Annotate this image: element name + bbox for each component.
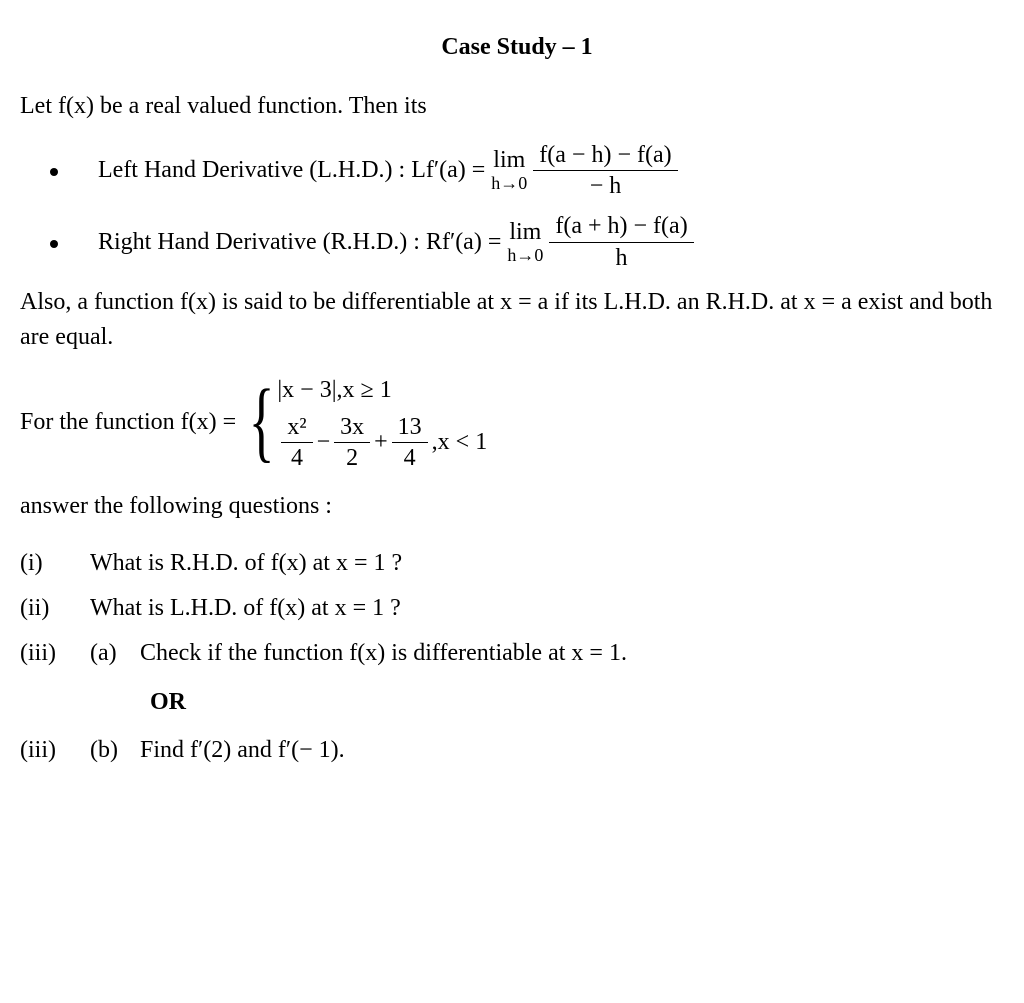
answer-label: answer the following questions : [20,489,1014,524]
rhd-lim-top: lim [507,220,543,244]
q3b-sub: (b) [90,733,140,768]
piece2-term2: 3x 2 [334,414,370,472]
q3b-number: (iii) [20,733,90,768]
case-study-title: Case Study – 1 [20,30,1014,65]
p2t1-num: x² [281,414,312,443]
p2t1-den: 4 [281,443,312,471]
question-3a: (iii) (a) Check if the function f(x) is … [20,636,1014,671]
bullet-dot-icon [50,168,58,176]
q1-number: (i) [20,546,90,581]
piece2-term1: x² 4 [281,414,312,472]
lhd-lim-top: lim [491,148,527,172]
function-label: For the function f(x) = [20,405,236,440]
piece-2: x² 4 − 3x 2 + 13 4 , x < 1 [277,414,487,472]
piece2-cond: x < 1 [438,425,488,460]
rhd-fraction: f(a + h) − f(a) h [549,213,693,271]
lhd-lim-bot: h→0 [491,174,527,192]
bullet-lhd: Left Hand Derivative (L.H.D.) : Lf′(a) =… [20,142,1014,200]
p2t3-num: 13 [392,414,428,443]
piece2-minus: − [317,425,331,460]
rhd-num: f(a + h) − f(a) [549,213,693,242]
q2-text: What is L.H.D. of f(x) at x = 1 ? [90,591,401,626]
bullet-rhd-content: Right Hand Derivative (R.H.D.) : Rf′(a) … [98,213,1014,271]
rhd-lim-bot: h→0 [507,246,543,264]
rhd-den: h [549,243,693,271]
q3b-text: Find f′(2) and f′(− 1). [140,733,345,768]
bullet-lhd-content: Left Hand Derivative (L.H.D.) : Lf′(a) =… [98,142,1014,200]
lhd-limit: lim h→0 [491,148,527,192]
lhd-num: f(a − h) − f(a) [533,142,677,171]
q3a-sub: (a) [90,636,140,671]
p2t2-num: 3x [334,414,370,443]
q3a-number: (iii) [20,636,90,671]
rhd-label: Right Hand Derivative (R.H.D.) : Rf′(a) … [98,225,501,260]
piece1-expr: |x − 3|, [277,373,342,408]
p2t2-den: 2 [334,443,370,471]
question-2: (ii) What is L.H.D. of f(x) at x = 1 ? [20,591,1014,626]
q2-number: (ii) [20,591,90,626]
or-label: OR [150,685,1014,720]
q3a-text: Check if the function f(x) is differenti… [140,636,627,671]
intro-paragraph: Let f(x) be a real valued function. Then… [20,89,1014,124]
question-list: (i) What is R.H.D. of f(x) at x = 1 ? (i… [20,546,1014,768]
q1-text: What is R.H.D. of f(x) at x = 1 ? [90,546,402,581]
piece2-term3: 13 4 [392,414,428,472]
bullet-rhd: Right Hand Derivative (R.H.D.) : Rf′(a) … [20,213,1014,271]
intro-text: Let f(x) be a real valued function. Then… [20,93,427,119]
piecewise-group: { |x − 3|, x ≥ 1 x² 4 − 3x 2 + 13 [240,373,487,472]
piece2-plus: + [374,425,388,460]
question-3b: (iii) (b) Find f′(2) and f′(− 1). [20,733,1014,768]
p2t3-den: 4 [392,443,428,471]
also-paragraph: Also, a function f(x) is said to be diff… [20,285,1014,355]
piece1-cond: x ≥ 1 [343,373,392,408]
piecewise-cases: |x − 3|, x ≥ 1 x² 4 − 3x 2 + 13 4 , [277,373,487,472]
lhd-fraction: f(a − h) − f(a) − h [533,142,677,200]
lhd-den: − h [533,171,677,199]
left-brace-icon: { [249,382,275,462]
function-definition: For the function f(x) = { |x − 3|, x ≥ 1… [20,373,1014,472]
question-1: (i) What is R.H.D. of f(x) at x = 1 ? [20,546,1014,581]
rhd-limit: lim h→0 [507,220,543,264]
piece-1: |x − 3|, x ≥ 1 [277,373,487,408]
lhd-label: Left Hand Derivative (L.H.D.) : Lf′(a) = [98,153,485,188]
bullet-dot-icon [50,240,58,248]
